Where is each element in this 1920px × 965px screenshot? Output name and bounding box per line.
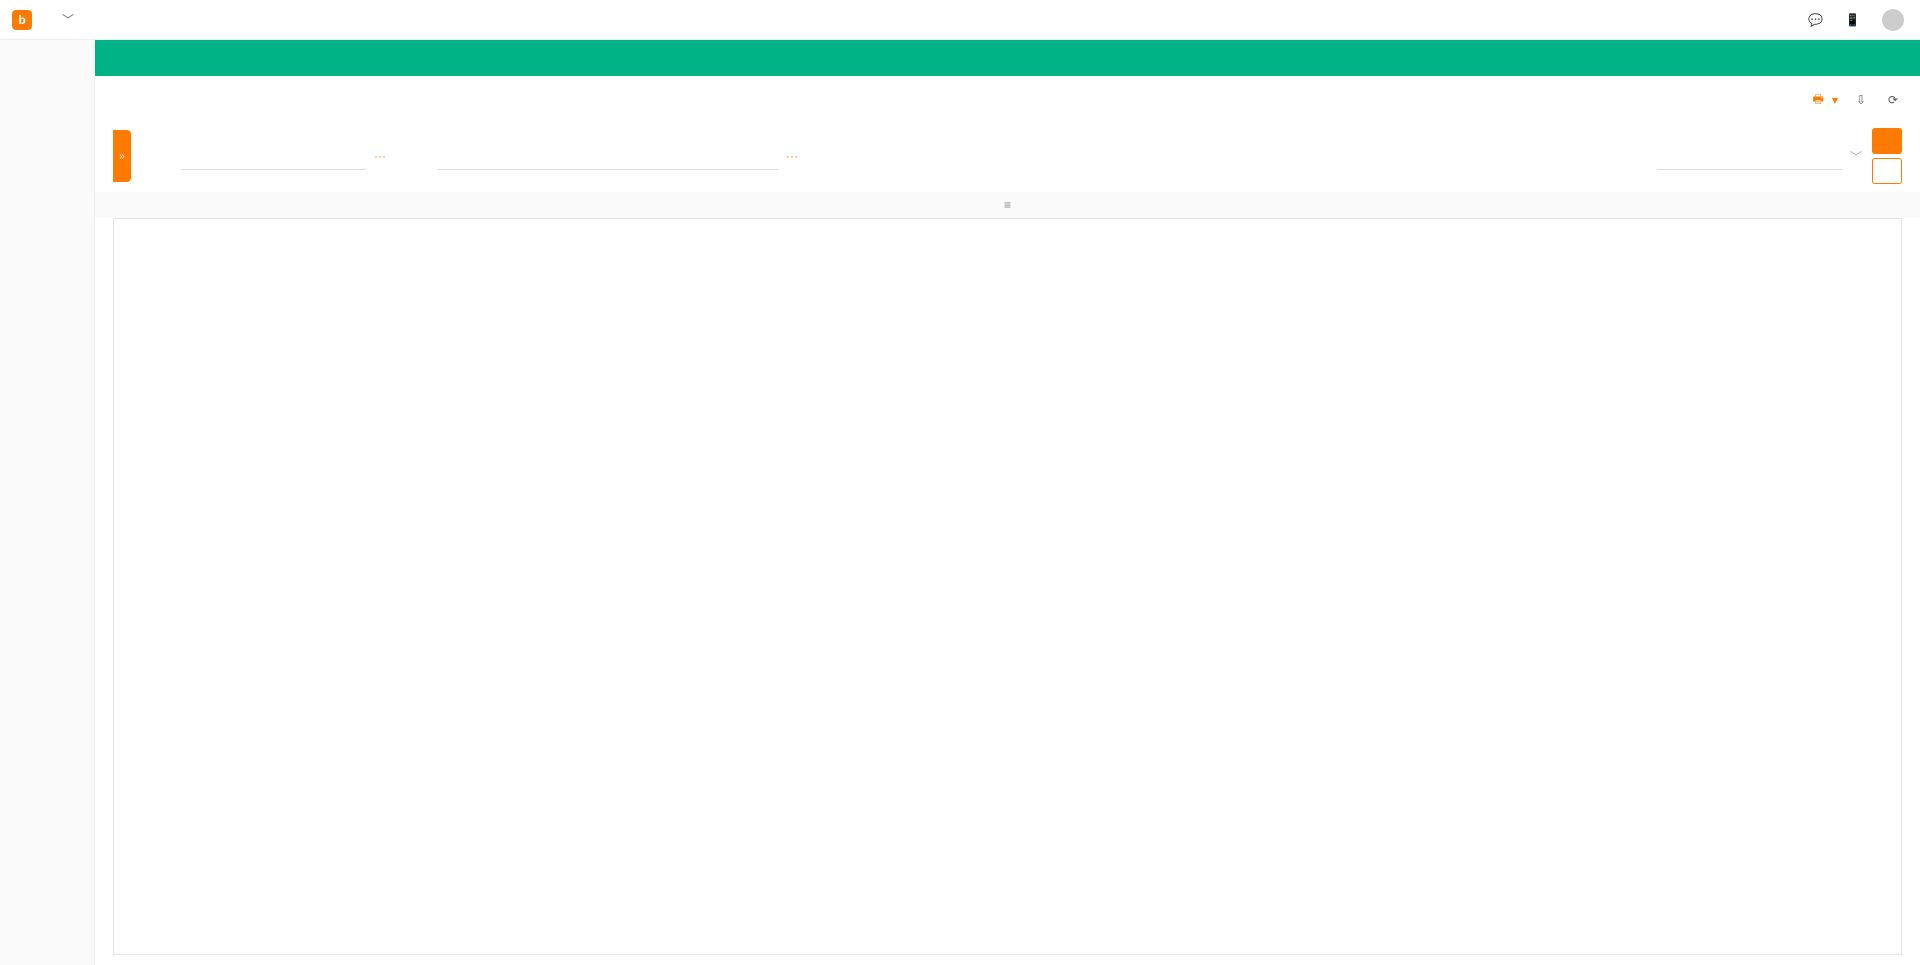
settings-button[interactable] <box>1872 158 1902 184</box>
logo-icon: b <box>12 10 32 30</box>
product-more-icon[interactable]: ··· <box>786 149 798 163</box>
warehouse-more-icon[interactable]: ··· <box>374 149 386 163</box>
tab-bar <box>95 40 1920 76</box>
product-filter-input[interactable] <box>438 142 778 170</box>
export-button[interactable]: ⇩ <box>1856 90 1870 111</box>
phone-icon: 📱 <box>1845 13 1860 27</box>
print-button[interactable]: 🖶▾ <box>1813 90 1838 111</box>
account-selector[interactable]: ﹀ <box>56 11 74 28</box>
data-table[interactable] <box>113 218 1902 955</box>
logo: b <box>12 10 36 30</box>
avatar <box>1882 9 1904 31</box>
chevron-down-icon[interactable]: ﹀ <box>1850 148 1862 165</box>
chat-icon: 💬 <box>1808 13 1823 27</box>
chevron-down-icon: ﹀ <box>62 11 74 28</box>
user-menu[interactable] <box>1882 9 1908 31</box>
refresh-button[interactable]: ⟳ <box>1888 90 1902 111</box>
print-icon: 🖶 <box>1813 90 1824 111</box>
collapse-filter-toggle[interactable]: » <box>113 130 131 182</box>
app-download-button[interactable]: 📱 <box>1845 13 1864 27</box>
sidebar <box>0 40 95 965</box>
export-icon: ⇩ <box>1856 93 1866 107</box>
filter-bar: » ··· ··· ﹀ <box>95 124 1920 192</box>
warehouse-filter-input[interactable] <box>181 142 366 170</box>
query-button[interactable] <box>1872 128 1902 154</box>
color-filter-input[interactable] <box>1657 142 1842 170</box>
chevron-down-icon: ▾ <box>1832 93 1838 107</box>
refresh-icon: ⟳ <box>1888 93 1898 107</box>
expand-more-conditions[interactable]: ≡ <box>95 192 1920 218</box>
page-header: 🖶▾ ⇩ ⟳ <box>95 76 1920 124</box>
top-bar: b ﹀ 💬 📱 <box>0 0 1920 40</box>
message-button[interactable]: 💬 <box>1808 13 1827 27</box>
